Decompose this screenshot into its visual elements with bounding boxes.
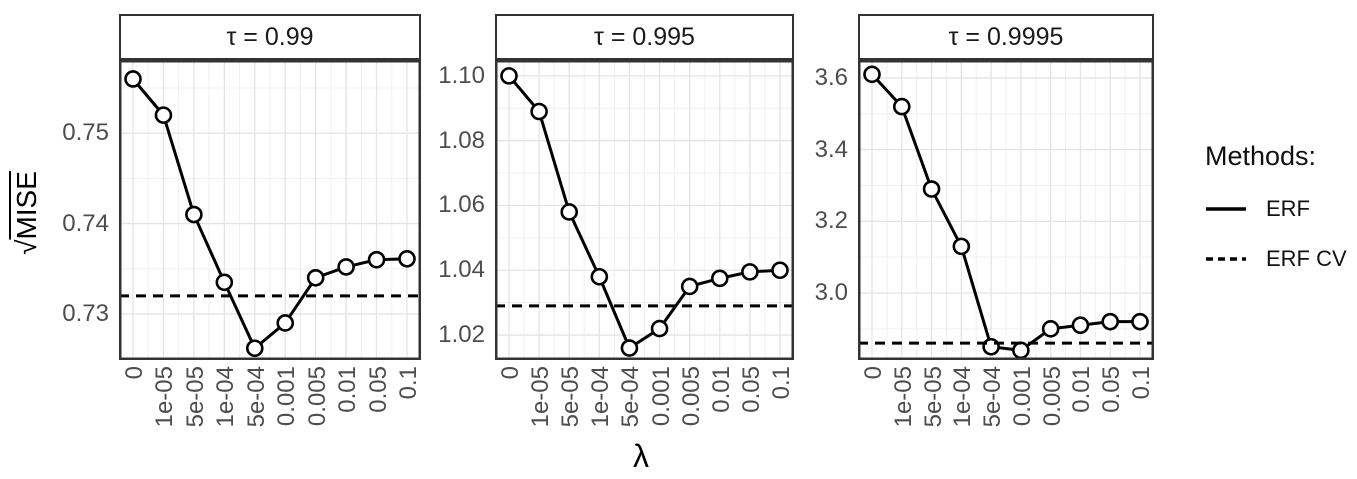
facet-title: τ = 0.995 xyxy=(594,22,695,51)
legend-label: ERF CV xyxy=(1266,246,1347,271)
erf-point xyxy=(680,277,699,296)
y-tick-label: 1.04 xyxy=(438,256,485,284)
erf-point xyxy=(952,237,971,256)
x-tick-label: 0.001 xyxy=(1008,366,1036,427)
erf-point xyxy=(185,205,203,224)
erf-point xyxy=(124,70,142,88)
erf-point xyxy=(771,261,789,280)
panel-border xyxy=(858,60,1154,360)
x-tick-label: 0.001 xyxy=(273,366,301,427)
y-tick-label: 1.10 xyxy=(438,61,485,89)
erf-point xyxy=(620,339,639,357)
x-tick-label: 1e-05 xyxy=(527,366,555,428)
erf-line xyxy=(131,78,408,350)
solid-line-swatch-icon xyxy=(1206,207,1246,211)
x-tick-label: 0.1 xyxy=(1128,366,1155,400)
x-tick-label: 5e-05 xyxy=(919,366,947,428)
x-tick-label: 0.01 xyxy=(707,366,735,413)
erf-point xyxy=(276,314,295,332)
erf-line xyxy=(507,74,781,350)
plot-panel xyxy=(119,60,421,360)
facet-title: τ = 0.9995 xyxy=(948,22,1064,51)
erf-point xyxy=(1041,320,1060,338)
erf-point xyxy=(710,269,729,288)
x-tick-label: 0.01 xyxy=(334,366,362,413)
erf-point xyxy=(863,65,881,84)
erf-point xyxy=(1071,316,1090,335)
y-tick-label: 1.08 xyxy=(438,126,485,154)
y-tick-label: 3.2 xyxy=(814,207,848,235)
erf-point xyxy=(530,102,548,121)
y-tick-label: 3.4 xyxy=(814,135,848,163)
legend-title: Methods: xyxy=(1205,141,1317,171)
x-tick-label: 0.005 xyxy=(303,366,331,427)
x-tick-label: 0 xyxy=(497,366,524,380)
x-axis-title: λ xyxy=(633,438,649,474)
y-tick-label: 0.73 xyxy=(62,299,109,327)
x-tick-label: 1e-05 xyxy=(151,366,179,428)
y-tick-label: 3.0 xyxy=(814,278,848,306)
x-tick-label: 5e-04 xyxy=(242,366,270,428)
x-tick-label: 5e-04 xyxy=(979,366,1007,428)
erf-point xyxy=(1101,312,1120,331)
erf-point xyxy=(215,273,234,292)
panel-border xyxy=(119,60,421,360)
erf-point xyxy=(245,339,264,358)
erf-point xyxy=(398,249,416,268)
legend: Methods: ERF ERF CV xyxy=(1205,141,1347,272)
erf-point xyxy=(892,97,911,116)
x-tick-label: 0.05 xyxy=(1098,366,1126,413)
x-tick-label: 5e-05 xyxy=(181,366,209,428)
erf-point xyxy=(590,267,609,286)
legend-item-erf: ERF xyxy=(1205,196,1347,222)
erf-line xyxy=(870,73,1140,352)
legend-entries: ERF ERF CV xyxy=(1205,196,1347,272)
erf-point xyxy=(337,258,355,276)
facet-strip: τ = 0.995 xyxy=(495,14,794,60)
x-tick-label: 0.005 xyxy=(1038,366,1066,427)
x-tick-label: 0 xyxy=(121,366,148,380)
erf-point xyxy=(650,319,669,338)
erf-point xyxy=(500,67,518,85)
x-tick-label: 1e-04 xyxy=(949,366,977,428)
plot-panel xyxy=(495,60,794,360)
sqrt-radical: √ xyxy=(11,239,42,255)
y-tick-label: 3.6 xyxy=(814,63,848,91)
erf-point xyxy=(1131,312,1149,331)
x-tick-label: 0.01 xyxy=(1068,366,1096,413)
legend-label: ERF xyxy=(1266,196,1310,221)
erf-point xyxy=(922,180,941,198)
x-tick-label: 0.1 xyxy=(395,366,422,400)
plot-panel xyxy=(858,60,1154,360)
x-tick-label: 0 xyxy=(860,366,887,380)
erf-point xyxy=(1012,341,1030,360)
panel-border xyxy=(495,60,794,360)
legend-item-erf-cv: ERF CV xyxy=(1205,246,1347,272)
erf-point xyxy=(560,203,579,221)
facet-strip: τ = 0.9995 xyxy=(858,14,1154,60)
erf-point xyxy=(367,250,386,269)
x-tick-label: 0.1 xyxy=(768,366,795,400)
erf-point xyxy=(306,268,325,287)
erf-point xyxy=(154,106,173,124)
x-tick-label: 1e-05 xyxy=(889,366,917,428)
facet-title: τ = 0.99 xyxy=(226,22,314,51)
erf-point xyxy=(982,337,1000,356)
y-tick-label: 0.74 xyxy=(62,209,109,237)
dashed-line-swatch-icon xyxy=(1206,257,1246,261)
y-tick-label: 1.02 xyxy=(438,321,485,349)
x-tick-label: 0.05 xyxy=(737,366,765,413)
y-tick-label: 0.75 xyxy=(62,119,109,147)
x-tick-label: 1e-04 xyxy=(212,366,240,428)
x-tick-label: 0.05 xyxy=(364,366,392,413)
erf-point xyxy=(741,263,759,281)
facet-strip: τ = 0.99 xyxy=(119,14,421,60)
y-tick-label: 1.06 xyxy=(438,191,485,219)
